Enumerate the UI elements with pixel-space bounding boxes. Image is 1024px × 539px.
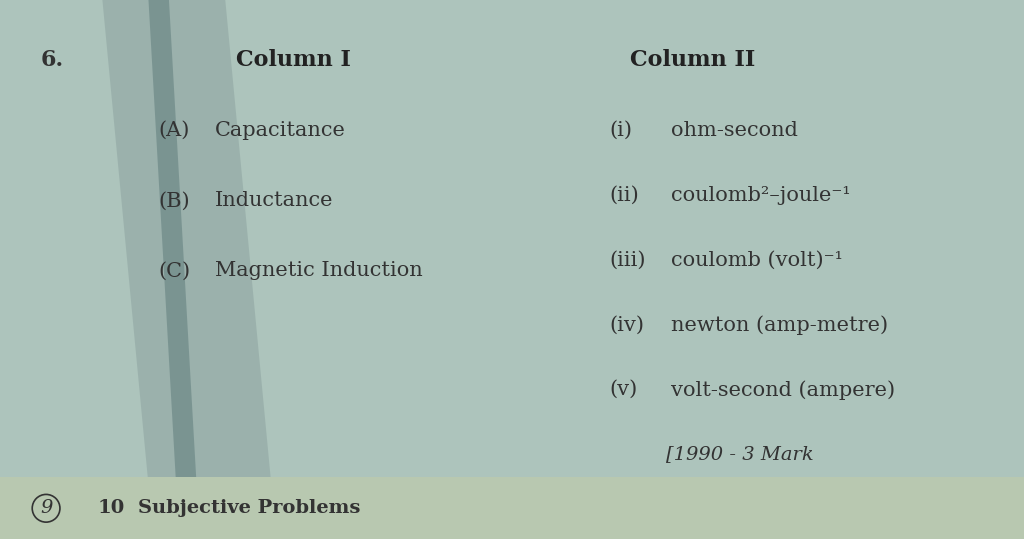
Text: Magnetic Induction: Magnetic Induction bbox=[215, 261, 423, 280]
Text: (A): (A) bbox=[159, 121, 190, 140]
Text: (B): (B) bbox=[159, 191, 190, 210]
Text: (iv): (iv) bbox=[609, 315, 644, 334]
Text: newton (amp-metre): newton (amp-metre) bbox=[671, 315, 888, 335]
Text: (ii): (ii) bbox=[609, 186, 639, 205]
Text: ohm-second: ohm-second bbox=[671, 121, 798, 140]
FancyBboxPatch shape bbox=[0, 477, 1024, 539]
Text: coulomb²–joule⁻¹: coulomb²–joule⁻¹ bbox=[671, 186, 850, 205]
Text: (i): (i) bbox=[609, 121, 632, 140]
Polygon shape bbox=[148, 0, 200, 539]
Text: volt-second (ampere): volt-second (ampere) bbox=[671, 380, 895, 399]
Text: 9: 9 bbox=[40, 499, 52, 517]
Text: 10: 10 bbox=[97, 499, 125, 517]
Text: Column II: Column II bbox=[630, 49, 755, 71]
Text: Column I: Column I bbox=[236, 49, 350, 71]
Text: (iii): (iii) bbox=[609, 251, 646, 270]
Text: Subjective Problems: Subjective Problems bbox=[138, 499, 360, 517]
Text: Inductance: Inductance bbox=[215, 191, 334, 210]
Text: 6.: 6. bbox=[41, 49, 65, 71]
Text: coulomb (volt)⁻¹: coulomb (volt)⁻¹ bbox=[671, 251, 843, 270]
Polygon shape bbox=[102, 0, 276, 539]
Text: (C): (C) bbox=[159, 261, 190, 280]
Text: [1990 - 3 Mark: [1990 - 3 Mark bbox=[666, 445, 813, 462]
Text: (v): (v) bbox=[609, 380, 638, 399]
Text: Capacitance: Capacitance bbox=[215, 121, 346, 140]
